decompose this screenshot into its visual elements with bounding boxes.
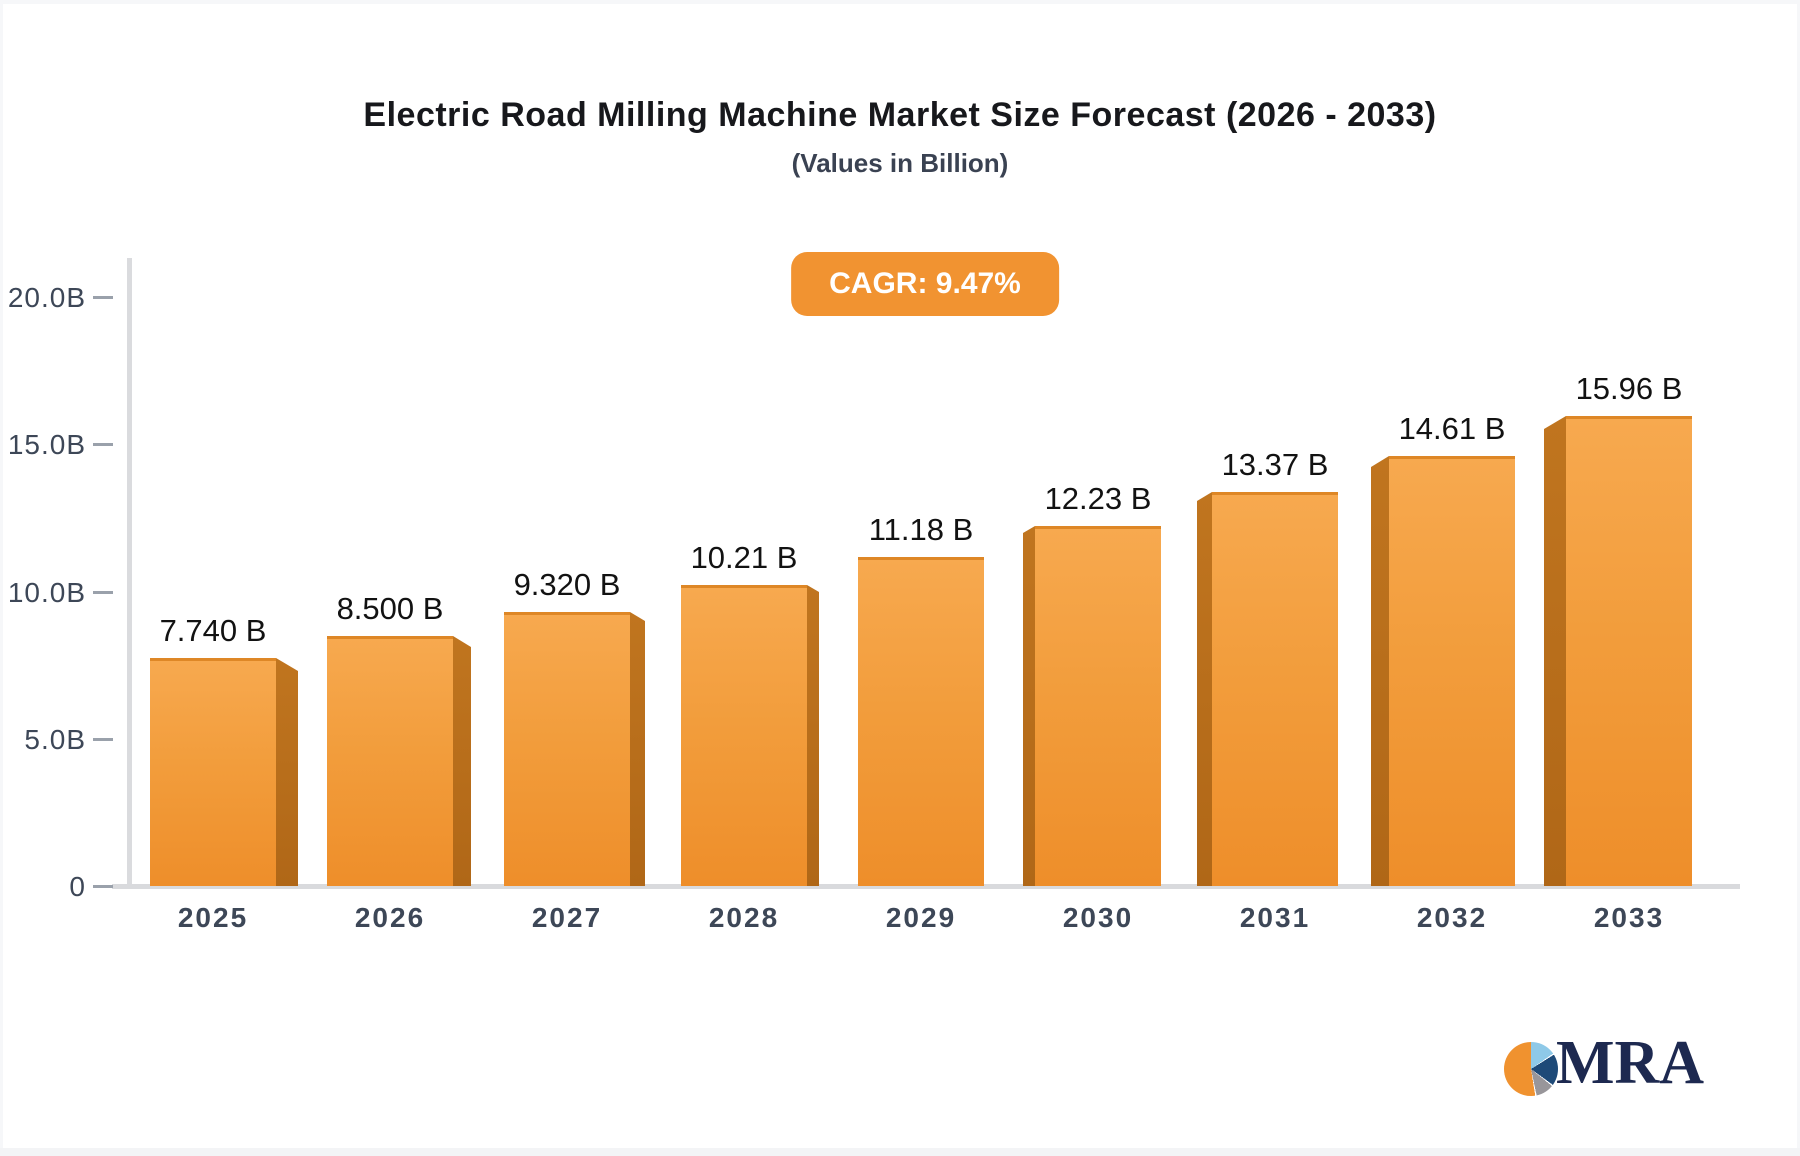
page-left-border [0,0,3,1156]
bar-side-2032 [1371,456,1389,886]
bar-value-label-2033: 15.96 B [1575,371,1683,406]
y-axis-tick [93,590,113,594]
x-axis-label-2026: 2026 [354,902,426,933]
page-right-border [1797,0,1800,1156]
bar-value-label-2025: 7.740 B [159,613,267,648]
bar-2031 [1212,492,1338,886]
bar-side-2027 [630,612,645,886]
y-axis-tick-label: 15.0B [7,429,86,461]
x-axis-label-2025: 2025 [177,902,249,933]
chart-subtitle: (Values in Billion) [791,148,1009,178]
x-axis-label-2030: 2030 [1062,902,1134,933]
bar-value-label-2028: 10.21 B [690,540,798,575]
y-axis-tick [93,737,113,741]
bar-2028 [681,585,807,886]
mra-logo-pie-icon [1504,1042,1558,1096]
bar-value-label-2029: 11.18 B [868,512,974,547]
x-axis-label-2029: 2029 [885,902,957,933]
bar-2026 [327,636,453,886]
bar-2029 [858,557,984,886]
x-axis-label-2028: 2028 [708,902,780,933]
bar-side-2033 [1544,416,1566,886]
bar-2033 [1566,416,1692,886]
y-axis-tick [93,885,113,888]
x-axis-label-2031: 2031 [1239,902,1311,933]
cagr-badge: CAGR: 9.47% [791,252,1059,316]
x-axis-label-2027: 2027 [531,902,603,933]
page-top-border [0,0,1800,4]
page-bottom-border [0,1148,1800,1156]
bar-side-2031 [1197,492,1212,886]
y-axis-line [127,258,132,888]
bar-value-label-2032: 14.61 B [1398,411,1506,446]
bar-value-label-2026: 8.500 B [336,591,444,626]
bar-2032 [1389,456,1515,886]
bar-side-2025 [276,658,298,886]
bar-2027 [504,612,630,886]
y-axis-tick-label: 10.0B [7,576,86,608]
x-axis-label-2032: 2032 [1416,902,1488,933]
bar-side-2026 [453,636,471,886]
y-axis-tick [93,296,113,299]
bar-value-label-2031: 13.37 B [1221,447,1329,482]
bar-value-label-2030: 12.23 B [1044,481,1152,516]
cagr-badge-label: CAGR: 9.47% [829,267,1021,300]
mra-logo: MRA [1504,1028,1744,1108]
bar-side-2028 [807,585,819,886]
bar-side-2030 [1023,526,1035,886]
bar-2025 [150,658,276,886]
y-axis-tick-label: 0 [69,871,86,902]
x-axis-label-2033: 2033 [1593,902,1665,933]
mra-logo-text: MRA [1556,1029,1705,1097]
x-axis-line [112,884,1740,889]
y-axis-tick-label: 5.0B [24,723,86,755]
bar-2030 [1035,526,1161,886]
y-axis-tick [93,443,113,447]
chart-title: Electric Road Milling Machine Market Siz… [363,96,1437,134]
bar-value-label-2027: 9.320 B [513,567,621,602]
y-axis-tick-label: 20.0B [7,282,86,313]
